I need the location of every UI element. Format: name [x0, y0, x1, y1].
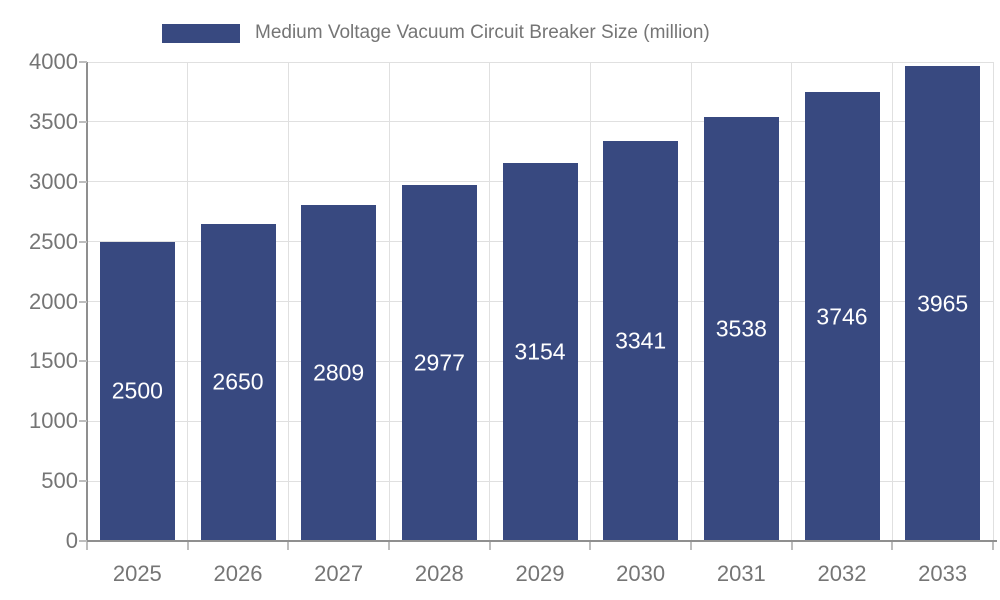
x-tick-label: 2027	[314, 561, 364, 586]
v-gridline	[891, 62, 893, 541]
bar: 3341	[603, 140, 679, 541]
bar-value-label: 2809	[313, 359, 365, 386]
x-tick-label: 2030	[616, 561, 666, 586]
y-axis-tick	[79, 300, 87, 303]
y-axis-line	[86, 62, 88, 541]
y-tick-label: 2000	[29, 288, 78, 314]
bar-value-label: 2500	[111, 377, 163, 404]
bar-value-label: 3154	[514, 338, 566, 365]
y-axis-tick	[79, 360, 87, 363]
x-tick-label: 2033	[918, 561, 968, 586]
y-tick-label: 2500	[29, 228, 78, 254]
bar: 3965	[905, 66, 981, 541]
y-tick-label: 0	[65, 528, 78, 553]
legend-label: Medium Voltage Vacuum Circuit Breaker Si…	[255, 22, 710, 43]
x-axis-tick	[992, 542, 994, 550]
x-axis-tick	[790, 542, 793, 550]
x-tick-label: 2028	[414, 561, 464, 586]
y-tick-label: 3000	[29, 168, 78, 194]
bar-value-label: 3538	[715, 315, 767, 342]
v-gridline	[589, 62, 591, 541]
x-tick-label: 2032	[817, 561, 867, 586]
x-tick-label: 2025	[112, 561, 162, 586]
y-tick-label: 1500	[29, 348, 78, 374]
x-axis-line	[86, 540, 997, 542]
y-axis-tick	[79, 420, 87, 423]
y-tick-label: 500	[41, 468, 78, 494]
v-gridline	[489, 62, 491, 541]
x-axis-tick	[589, 542, 592, 550]
y-axis-tick	[79, 180, 87, 183]
bar: 2809	[301, 204, 377, 541]
x-axis-tick	[186, 542, 189, 550]
y-tick-label: 3500	[29, 108, 78, 134]
x-axis-tick	[488, 542, 491, 550]
bar: 3746	[804, 92, 880, 541]
bar-value-label: 3746	[816, 303, 868, 330]
y-axis-tick	[79, 120, 87, 123]
v-gridline	[287, 62, 289, 541]
bar: 2650	[200, 223, 276, 541]
y-axis-tick	[79, 240, 87, 243]
v-gridline	[992, 62, 994, 541]
x-tick-label: 2031	[716, 561, 766, 586]
y-tick-label: 4000	[29, 49, 78, 74]
x-tick-label: 2026	[213, 561, 263, 586]
bar: 2977	[401, 184, 477, 541]
x-axis-tick	[388, 542, 390, 550]
bar: 2500	[99, 241, 175, 541]
x-axis-tick	[891, 542, 894, 550]
bar-value-label: 3341	[615, 327, 667, 354]
bar-value-label: 2650	[212, 368, 264, 395]
v-gridline	[187, 62, 189, 541]
h-gridline	[87, 121, 993, 123]
h-gridline	[87, 61, 993, 63]
x-axis-tick	[86, 542, 88, 550]
legend-item[interactable]: Medium Voltage Vacuum Circuit Breaker Si…	[162, 18, 710, 48]
v-gridline	[791, 62, 793, 541]
bar-value-label: 2977	[413, 349, 465, 376]
bar: 3154	[502, 163, 578, 541]
v-gridline	[690, 62, 692, 541]
v-gridline	[388, 62, 390, 541]
x-axis-tick	[690, 542, 692, 550]
x-tick-label: 2029	[515, 561, 565, 586]
y-axis-tick	[79, 61, 87, 63]
legend-swatch-icon	[162, 23, 240, 43]
bar: 3538	[703, 117, 779, 541]
x-axis-tick	[287, 542, 290, 550]
y-axis-tick	[79, 540, 87, 542]
y-axis-tick	[79, 480, 87, 483]
bar-value-label: 3965	[917, 290, 969, 317]
y-tick-label: 1000	[29, 408, 78, 434]
plot-area: 2500 2650 2809 2977 3154 3341 3538 3746 3965	[87, 61, 994, 541]
